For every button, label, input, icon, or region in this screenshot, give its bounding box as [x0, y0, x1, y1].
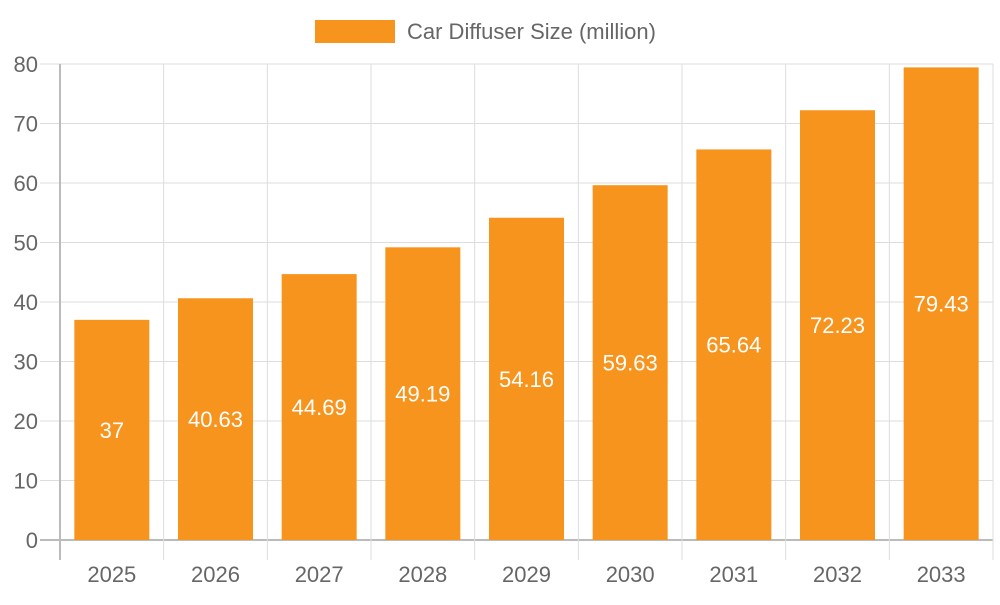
bar-2033[interactable]: [903, 67, 979, 540]
y-tick-label: 10: [14, 469, 38, 494]
bar-2030[interactable]: [592, 185, 668, 540]
data-label: 54.16: [499, 367, 554, 392]
x-tick-label: 2029: [502, 562, 551, 587]
data-label: 72.23: [810, 313, 865, 338]
data-label: 40.63: [188, 407, 243, 432]
y-tick-label: 70: [14, 112, 38, 137]
y-tick-label: 20: [14, 409, 38, 434]
data-label: 79.43: [914, 292, 969, 317]
bar-2032[interactable]: [800, 110, 875, 540]
x-tick-label: 2031: [709, 562, 758, 587]
x-tick-label: 2027: [295, 562, 344, 587]
bar-2031[interactable]: [696, 149, 772, 540]
legend[interactable]: Car Diffuser Size (million): [315, 19, 656, 44]
data-label: 59.63: [603, 351, 658, 376]
data-label: 65.64: [706, 333, 761, 358]
y-tick-label: 30: [14, 350, 38, 375]
data-label: 37: [100, 418, 124, 443]
legend-swatch: [315, 20, 395, 43]
legend-label: Car Diffuser Size (million): [407, 19, 656, 44]
bar-2028[interactable]: [385, 247, 461, 540]
x-tick-label: 2026: [191, 562, 240, 587]
x-tick-label: 2032: [813, 562, 862, 587]
y-tick-label: 80: [14, 52, 38, 77]
bar-2025[interactable]: [74, 319, 150, 540]
bar-2029[interactable]: [489, 217, 564, 541]
x-tick-label: 2028: [398, 562, 447, 587]
data-label: 44.69: [292, 395, 347, 420]
x-tick-label: 2025: [87, 562, 136, 587]
y-tick-label: 50: [14, 231, 38, 256]
data-label: 49.19: [395, 382, 450, 407]
x-tick-label: 2030: [606, 562, 655, 587]
y-tick-label: 0: [26, 528, 38, 553]
bar-2026[interactable]: [178, 298, 253, 540]
y-tick-label: 40: [14, 290, 38, 315]
y-tick-label: 60: [14, 171, 38, 196]
x-tick-label: 2033: [917, 562, 966, 587]
bar-2027[interactable]: [281, 274, 357, 540]
